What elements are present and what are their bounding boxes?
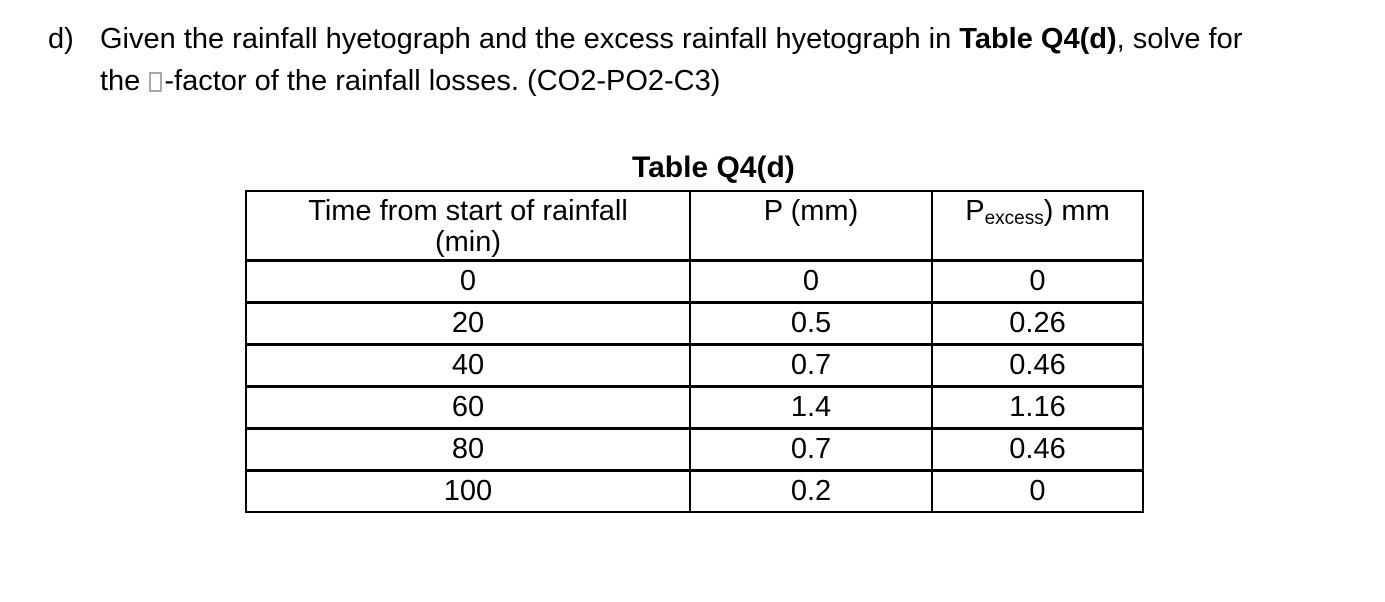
- cell-time: 0: [245, 258, 691, 303]
- cell-time: 100: [245, 468, 691, 513]
- cell-time: 60: [245, 384, 691, 429]
- header-pexcess-column: Pexcess) mm: [931, 190, 1144, 261]
- cell-pexcess: 0: [931, 468, 1144, 513]
- rainfall-table: Time from start of rainfall (min) P (mm)…: [245, 190, 1144, 513]
- cell-p: 1.4: [689, 384, 933, 429]
- cell-pexcess: 0.26: [931, 300, 1144, 345]
- question-line2-text: the: [100, 65, 149, 97]
- header-time-column: Time from start of rainfall (min): [245, 190, 691, 261]
- cell-p: 0.7: [689, 426, 933, 471]
- table-header-row: Time from start of rainfall (min) P (mm)…: [245, 190, 1144, 261]
- table-row: 0 0 0: [245, 258, 1144, 303]
- question-item-label: d): [48, 23, 74, 55]
- cell-pexcess: 1.16: [931, 384, 1144, 429]
- question-line-1: Given the rainfall hyetograph and the ex…: [100, 18, 1242, 60]
- table-row: 20 0.5 0.26: [245, 300, 1144, 345]
- cell-p: 0.7: [689, 342, 933, 387]
- table-row: 40 0.7 0.46: [245, 342, 1144, 387]
- table-title: Table Q4(d): [632, 151, 795, 184]
- question-text: Given the rainfall hyetograph and the ex…: [100, 18, 1242, 102]
- question-line-2: the -factor of the rainfall losses. (CO2…: [100, 60, 1242, 102]
- cell-p: 0.2: [689, 468, 933, 513]
- header-time-line1: Time from start of rainfall: [308, 195, 628, 227]
- question-line1-tail: , solve for: [1116, 23, 1243, 55]
- table-row: 80 0.7 0.46: [245, 426, 1144, 471]
- header-pexcess-subscript: excess: [984, 208, 1044, 229]
- cell-pexcess: 0.46: [931, 342, 1144, 387]
- cell-pexcess: 0.46: [931, 426, 1144, 471]
- question-line1-text: Given the rainfall hyetograph and the ex…: [100, 23, 960, 55]
- table-row: 60 1.4 1.16: [245, 384, 1144, 429]
- header-pexcess-base: P: [965, 195, 985, 227]
- header-pexcess-suffix: ) mm: [1043, 195, 1110, 227]
- table-reference-bold: Table Q4(d): [959, 23, 1117, 55]
- cell-p: 0: [689, 258, 933, 303]
- missing-glyph-box: [149, 72, 163, 92]
- cell-time: 80: [245, 426, 691, 471]
- question-line2-tail: -factor of the rainfall losses. (CO2-PO2…: [164, 65, 721, 97]
- cell-pexcess: 0: [931, 258, 1144, 303]
- header-p-column: P (mm): [689, 190, 933, 261]
- cell-p: 0.5: [689, 300, 933, 345]
- table-header: Time from start of rainfall (min) P (mm)…: [245, 190, 1144, 261]
- table-body: 0 0 0 20 0.5 0.26 40 0.7 0.46 60 1.4 1.1…: [245, 258, 1144, 513]
- table-row: 100 0.2 0: [245, 468, 1144, 513]
- cell-time: 40: [245, 342, 691, 387]
- cell-time: 20: [245, 300, 691, 345]
- header-time-line2: (min): [434, 226, 502, 258]
